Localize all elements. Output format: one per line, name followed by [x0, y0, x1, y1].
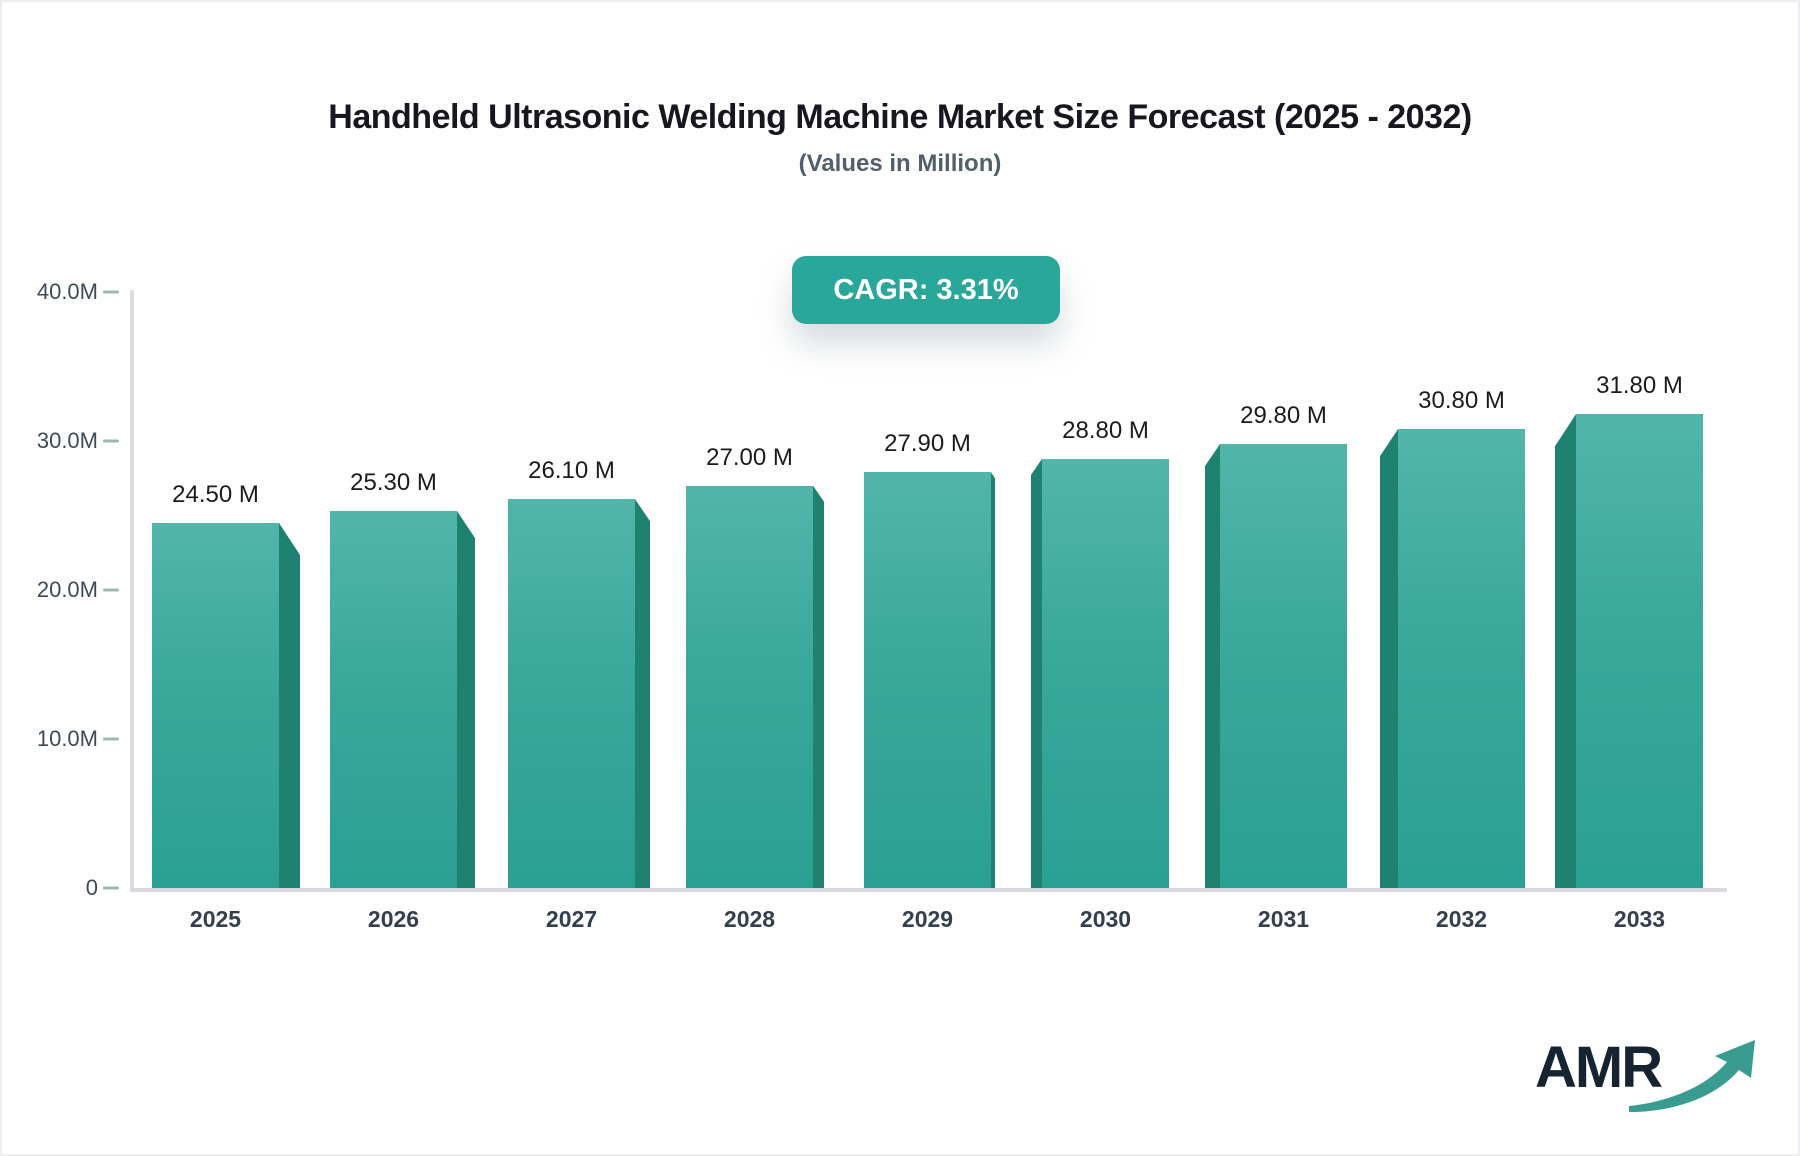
- y-tick-mark: [103, 439, 119, 443]
- bar-side-face: [279, 522, 300, 888]
- x-tick-label: 2032: [1435, 906, 1488, 932]
- bar: [508, 499, 635, 888]
- cagr-badge: CAGR: 3.31%: [792, 256, 1060, 324]
- bar: [1398, 429, 1525, 888]
- bar-value-label: 31.80 M: [1596, 372, 1683, 400]
- y-tick-label: 20.0M: [36, 577, 98, 602]
- y-tick-label: 10.0M: [36, 726, 98, 751]
- bar-side-face: [635, 499, 650, 888]
- y-tick-mark: [103, 290, 119, 294]
- bar-value-label: 27.00 M: [706, 443, 793, 471]
- bar-value-label: 24.50 M: [172, 480, 259, 508]
- bar: [1042, 458, 1169, 888]
- chart-title: Handheld Ultrasonic Welding Machine Mark…: [328, 98, 1472, 136]
- growth-arrow-icon: [1629, 1040, 1755, 1112]
- amr-logo-text: AMR: [1535, 1035, 1663, 1100]
- y-tick-mark: [103, 737, 119, 741]
- bar: [152, 522, 279, 888]
- x-tick-label: 2030: [1079, 906, 1132, 932]
- bar-value-label: 28.80 M: [1062, 416, 1149, 444]
- x-tick-label: 2028: [723, 906, 776, 932]
- bar-side-face: [457, 511, 475, 888]
- bar-value-label: 26.10 M: [528, 457, 615, 485]
- bar-side-face: [813, 485, 824, 888]
- x-tick-label: 2025: [189, 906, 242, 932]
- x-tick-label: 2026: [367, 906, 420, 932]
- x-axis-baseline: [130, 888, 1727, 892]
- y-axis-line: [130, 290, 134, 892]
- x-tick-label: 2027: [545, 906, 598, 932]
- chart-subtitle: (Values in Million): [798, 150, 1002, 177]
- bar-value-label: 29.80 M: [1240, 401, 1327, 429]
- bar: [1220, 443, 1347, 888]
- bar: [864, 472, 991, 888]
- bar-value-label: 27.90 M: [884, 430, 971, 458]
- bar-side-face: [1205, 443, 1220, 888]
- y-tick-label: 0: [85, 875, 98, 900]
- bar: [1576, 414, 1703, 888]
- bar: [330, 511, 457, 888]
- x-tick-label: 2029: [901, 906, 954, 932]
- bar-value-label: 30.80 M: [1418, 387, 1505, 415]
- bar-side-face: [1380, 429, 1398, 888]
- y-tick-mark: [103, 588, 119, 592]
- bar: [686, 485, 813, 888]
- bar-side-face: [1555, 414, 1576, 888]
- amr-logo: AMR: [1535, 1034, 1775, 1134]
- y-tick-label: 30.0M: [36, 428, 98, 453]
- y-tick-mark: [103, 886, 119, 890]
- bar-value-label: 25.30 M: [350, 469, 437, 497]
- bar-side-face: [1031, 458, 1042, 888]
- x-tick-label: 2031: [1257, 906, 1310, 932]
- y-tick-label: 40.0M: [36, 279, 98, 304]
- x-tick-label: 2033: [1613, 906, 1666, 932]
- bar-side-face: [991, 472, 995, 888]
